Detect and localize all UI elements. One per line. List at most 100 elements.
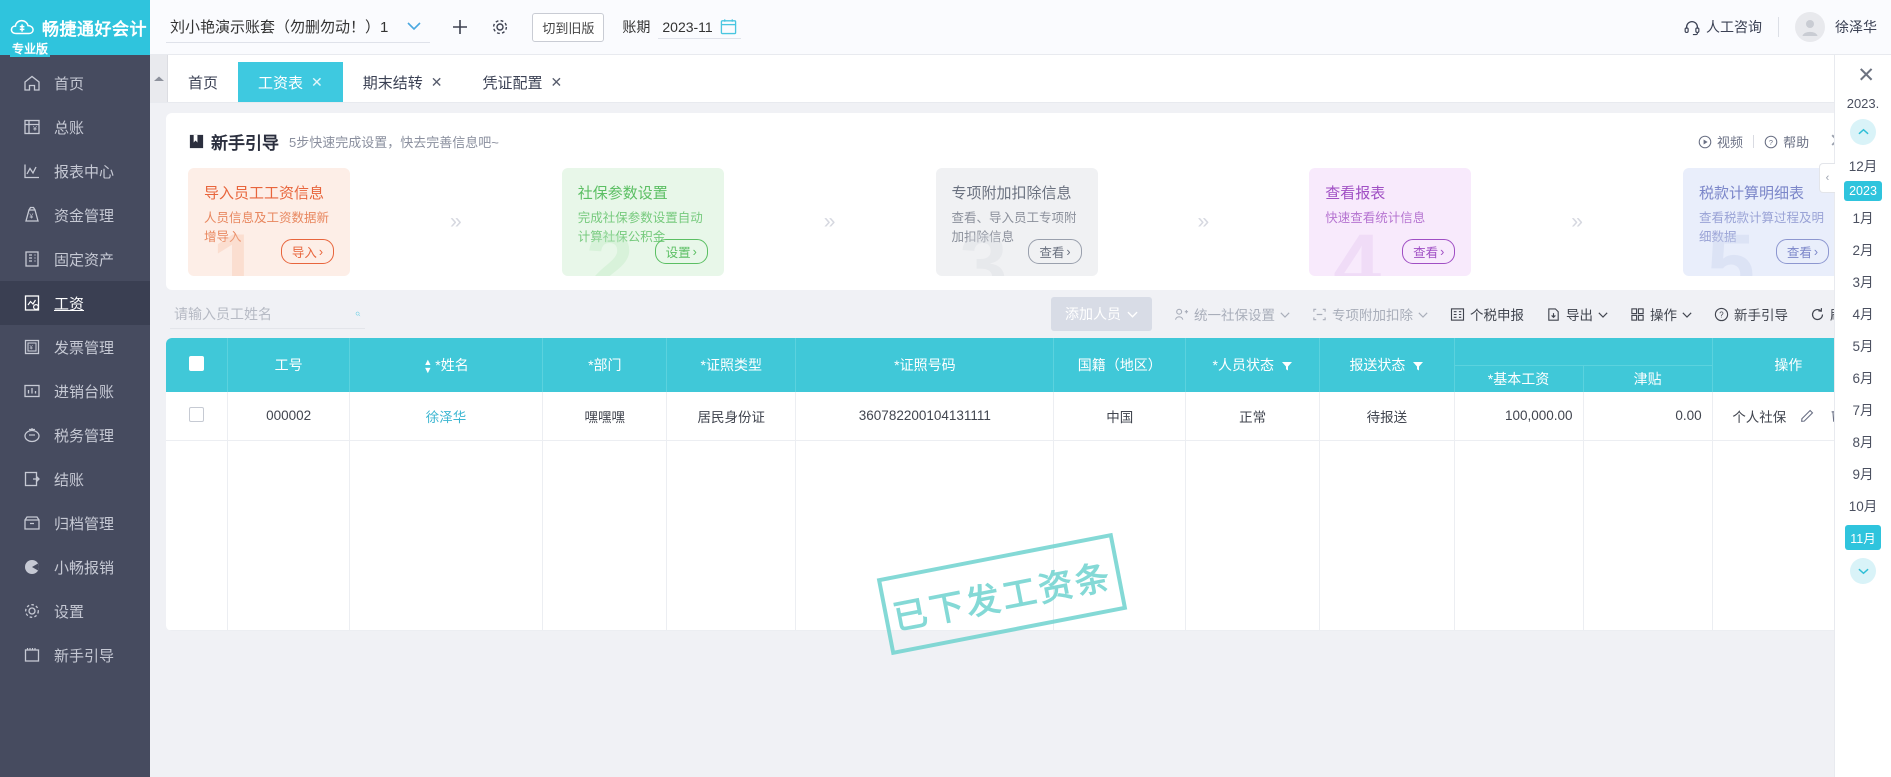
sidebar-item-assets[interactable]: 固定资产 <box>0 237 150 281</box>
sort-icon[interactable]: ▲ ▼ <box>423 357 433 376</box>
search-input[interactable] <box>174 305 355 322</box>
rail-month-item[interactable]: 2月 <box>1852 243 1874 258</box>
add-button[interactable] <box>450 17 470 37</box>
tab-label: 工资表 <box>258 74 304 92</box>
sidebar-item-label: 工资 <box>54 295 85 313</box>
rail-month-item[interactable]: 8月 <box>1852 435 1874 450</box>
add-person-button[interactable]: 添加人员 <box>1051 297 1152 331</box>
rail-month-item[interactable]: 5月 <box>1852 339 1874 354</box>
rail-scroll-down-button[interactable] <box>1850 558 1876 584</box>
sidebar-item-settings[interactable]: 设置 <box>0 589 150 633</box>
sidebar-item-stock-ledger[interactable]: 进销台账 <box>0 369 150 413</box>
rail-month-item[interactable]: 12月 <box>1848 159 1878 174</box>
beginner-guide-button[interactable]: ? 新手引导 <box>1714 304 1788 324</box>
divider <box>1753 135 1755 148</box>
rail-month-item[interactable]: 9月 <box>1852 467 1874 482</box>
tab-period-end-carryover[interactable]: 期末结转 ✕ <box>343 62 463 102</box>
tab-voucher-config[interactable]: 凭证配置 ✕ <box>463 62 583 102</box>
operations-button[interactable]: 操作 <box>1630 304 1692 324</box>
row-checkbox-cell[interactable] <box>166 392 229 441</box>
guide-step[interactable]: 查看报表 快速查看统计信息 4 查看 › <box>1309 168 1472 276</box>
tab-payroll-sheet[interactable]: 工资表 ✕ <box>238 62 343 102</box>
rail-month-item[interactable]: 6月 <box>1852 371 1874 386</box>
button-label: 新手引导 <box>1734 308 1788 323</box>
guide-help-button[interactable]: ? 帮助 <box>1764 132 1809 151</box>
close-icon[interactable]: ✕ <box>430 73 443 90</box>
sidebar-item-reimburse[interactable]: 小畅报销 <box>0 545 150 589</box>
period-picker[interactable]: 2023-11 <box>658 15 741 39</box>
sidebar-item-archive[interactable]: 归档管理 <box>0 501 150 545</box>
tax-declaration-button[interactable]: 个税申报 <box>1450 304 1524 324</box>
close-icon[interactable]: ✕ <box>550 73 563 90</box>
rail-scroll-up-button[interactable] <box>1850 119 1876 145</box>
tab-home[interactable]: 首页 <box>168 62 238 102</box>
sidebar-item-invoice[interactable]: ¥ 发票管理 <box>0 325 150 369</box>
table-row[interactable]: 000002 徐泽华 嘿嘿嘿 居民身份证 360782200104131111 … <box>166 392 1865 441</box>
chevron-down-icon <box>1280 311 1290 318</box>
row-checkbox[interactable] <box>189 406 205 422</box>
tabs-scroll-up-button[interactable] <box>150 55 168 102</box>
search-icon[interactable] <box>355 305 361 323</box>
rail-close-button[interactable]: ✕ <box>1857 64 1875 87</box>
account-set-selector[interactable]: 刘小艳演示账套（勿删勿动！）1 <box>166 12 431 43</box>
rail-month-current[interactable]: 11月 <box>1845 525 1881 550</box>
col-report-status[interactable]: 报送状态 <box>1319 338 1455 392</box>
edit-icon[interactable] <box>1800 408 1815 423</box>
unified-social-insurance-button[interactable]: 统一社保设置 <box>1174 304 1290 324</box>
select-all-checkbox[interactable] <box>189 356 205 371</box>
sidebar-item-guide[interactable]: 新手引导 <box>0 633 150 677</box>
sidebar-item-home[interactable]: 首页 <box>0 61 150 105</box>
filter-icon[interactable] <box>1281 360 1293 372</box>
step-desc: 完成社保参数设置自动计算社保公积金 <box>577 211 703 245</box>
col-status[interactable]: *人员状态 <box>1185 338 1321 392</box>
step-action-button[interactable]: 查看 › <box>1028 239 1082 264</box>
rail-month-item[interactable]: 7月 <box>1852 403 1874 418</box>
special-deduction-button[interactable]: 专项附加扣除 <box>1312 304 1428 324</box>
table-row-empty <box>166 440 1865 631</box>
chevron-up-icon <box>153 76 164 81</box>
cell-name[interactable]: 徐泽华 <box>349 392 544 441</box>
employee-name-link[interactable]: 徐泽华 <box>425 409 467 425</box>
guide-video-button[interactable]: 视频 <box>1698 132 1743 151</box>
period-rail: ‹ ✕ 2023. 12月 2023 1月 2月 3月 4月 5月 6月 7月 … <box>1819 55 1891 777</box>
sidebar-item-funds[interactable]: ¥ 资金管理 <box>0 193 150 237</box>
sidebar-item-checkout[interactable]: 结账 <box>0 457 150 501</box>
deduction-icon <box>1313 308 1326 320</box>
tab-label: 期末结转 <box>362 74 423 92</box>
button-label: 个税申报 <box>1470 308 1524 323</box>
close-icon[interactable]: ✕ <box>311 73 323 90</box>
step-arrow-icon: » <box>823 210 836 233</box>
search-box[interactable] <box>170 300 365 329</box>
rail-month-item[interactable]: 1月 <box>1852 211 1874 226</box>
rail-month-item[interactable]: 4月 <box>1852 307 1874 322</box>
sidebar-item-ledger[interactable]: ¥ 总账 <box>0 105 150 149</box>
rail-month-item[interactable]: 3月 <box>1852 275 1874 290</box>
step-action-button[interactable]: 设置 › <box>654 239 708 264</box>
step-action-button[interactable]: 查看 › <box>1402 239 1456 264</box>
guide-step[interactable]: 社保参数设置 完成社保参数设置自动计算社保公积金 2 设置 › <box>561 168 724 276</box>
export-button[interactable]: 导出 <box>1546 304 1608 324</box>
sidebar-item-reports[interactable]: 报表中心 <box>0 149 150 193</box>
support-button[interactable]: 人工咨询 <box>1683 17 1762 37</box>
guide-step[interactable]: 导入员工工资信息 人员信息及工资数据新增导入 1 导入 › <box>188 168 350 276</box>
guide-step[interactable]: 专项附加扣除信息 查看、导入员工专项附加扣除信息 3 查看 › <box>935 168 1098 276</box>
step-action-button[interactable]: 导入 › <box>280 239 334 264</box>
select-all-header[interactable] <box>166 338 229 392</box>
user-name[interactable]: 徐泽华 <box>1835 19 1877 35</box>
guide-header: 新手引导 5步快速完成设置，快去完善信息吧~ 视频 ? 帮助 ✕ <box>188 129 1845 154</box>
personal-insurance-link[interactable]: 个人社保 <box>1732 409 1787 425</box>
step-action-button[interactable]: 查看 › <box>1775 239 1829 264</box>
tax-icon <box>24 428 40 443</box>
filter-icon[interactable] <box>1412 360 1424 372</box>
switch-old-version-button[interactable]: 切到旧版 <box>532 12 605 42</box>
avatar[interactable] <box>1795 12 1825 42</box>
rail-month-item[interactable]: 10月 <box>1848 499 1878 514</box>
guide-step[interactable]: 税款计算明细表 查看税款计算过程及明细数据 5 查看 › <box>1683 168 1845 276</box>
settings-button[interactable] <box>490 17 510 37</box>
col-name[interactable]: ▲ ▼ *姓名 <box>349 338 544 392</box>
home-icon <box>24 75 40 91</box>
step-title: 专项附加扣除信息 <box>951 185 1072 202</box>
sidebar-item-tax[interactable]: 税务管理 <box>0 413 150 457</box>
rail-collapse-button[interactable]: ‹ <box>1819 163 1835 193</box>
sidebar-item-payroll[interactable]: 工资 <box>0 281 150 325</box>
